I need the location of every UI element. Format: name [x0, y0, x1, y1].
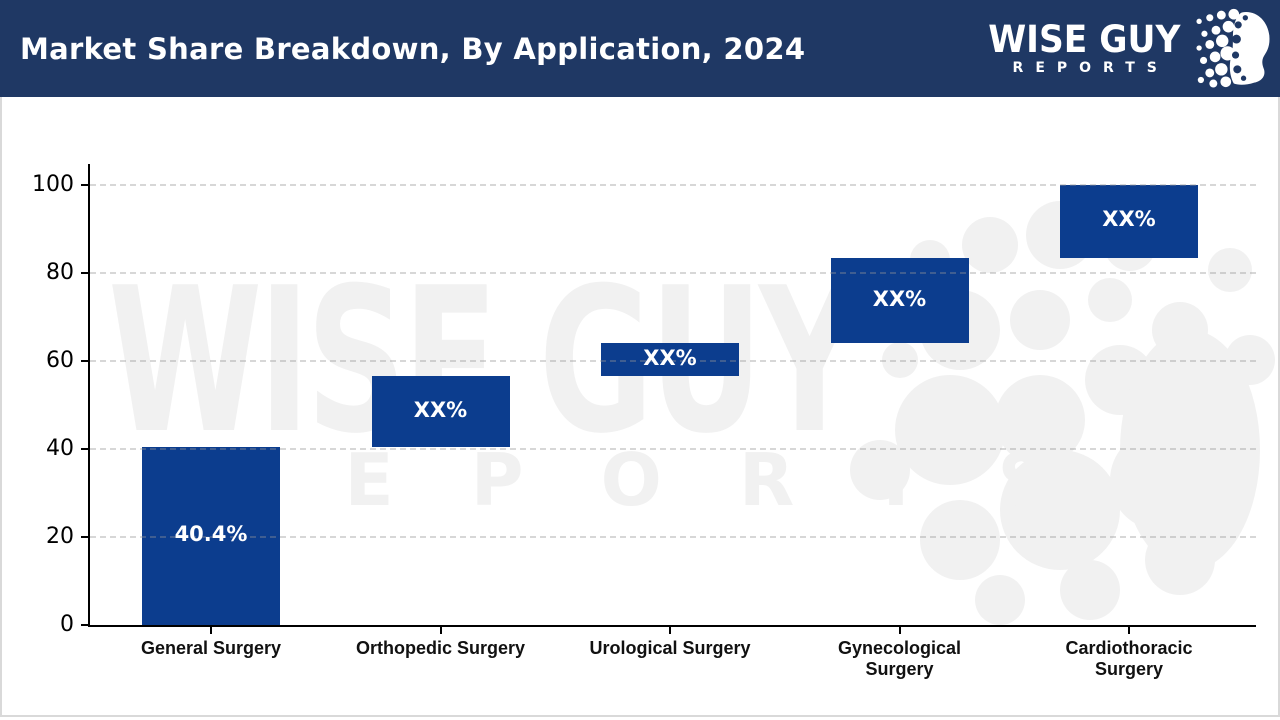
- y-tick-mark-0: [81, 624, 88, 626]
- wise-guy-reports-logo: WISE GUY REPORTS: [981, 6, 1272, 90]
- bar-orthopedic-surgery: [371, 376, 510, 448]
- y-tick-mark-20: [81, 536, 88, 538]
- bar-value-label-orthopedic-surgery: XX%: [413, 397, 468, 422]
- y-tick-mark-60: [81, 360, 88, 362]
- x-tick-mark-urological-surgery: [669, 627, 671, 634]
- bar-value-label-urological-surgery: XX%: [643, 345, 697, 370]
- x-axis-label-cardiothoracic-surgery: Cardiothoracic Surgery: [1065, 638, 1193, 679]
- y-gridline-100: [90, 184, 1256, 186]
- bar-value-label-gynecological-surgery: XX%: [872, 286, 927, 311]
- page-title: Market Share Breakdown, By Application, …: [20, 31, 806, 66]
- bar-general-surgery: [142, 447, 280, 625]
- y-tick-mark-100: [81, 184, 88, 186]
- x-tick-mark-general-surgery: [210, 627, 212, 634]
- y-tick-label-0: 0: [60, 612, 74, 637]
- bar-cardiothoracic-surgery: [1060, 185, 1198, 258]
- header-bar: Market Share Breakdown, By Application, …: [0, 0, 1280, 97]
- y-tick-label-80: 80: [46, 260, 74, 285]
- dotted-face-logo-icon: [1196, 8, 1270, 88]
- bar-value-label-general-surgery: 40.4%: [174, 522, 248, 547]
- x-axis-line: [88, 625, 1256, 627]
- x-axis-label-general-surgery: General Surgery: [140, 638, 282, 658]
- x-tick-mark-gynecological-surgery: [898, 627, 901, 634]
- bar-urological-surgery: [601, 343, 739, 377]
- y-tick-label-60: 60: [46, 348, 74, 373]
- logo-wordmark: WISE GUY: [988, 17, 1181, 61]
- y-gridline-20: [90, 536, 1256, 538]
- y-gridline-80: [90, 272, 1256, 274]
- y-axis-line: [88, 164, 90, 627]
- x-axis-label-gynecological-surgery: Gynecological Surgery: [837, 638, 962, 679]
- y-gridline-60: [90, 360, 1256, 362]
- x-tick-mark-orthopedic-surgery: [439, 627, 442, 634]
- x-axis-label-urological-surgery: Urological Surgery: [589, 638, 751, 658]
- bar-value-label-cardiothoracic-surgery: XX%: [1102, 207, 1156, 232]
- y-gridline-40: [90, 448, 1256, 450]
- bar-gynecological-surgery: [830, 257, 969, 344]
- logo-text: WISE GUY REPORTS: [981, 17, 1188, 76]
- watermark-subtitle: R E P O R T S: [212, 438, 1076, 522]
- x-tick-mark-cardiothoracic-surgery: [1128, 627, 1130, 634]
- y-tick-mark-80: [81, 272, 88, 274]
- logo-subtitle: REPORTS: [1012, 59, 1169, 76]
- y-tick-mark-40: [81, 448, 88, 450]
- y-tick-label-40: 40: [46, 436, 74, 461]
- y-tick-label-100: 100: [32, 172, 74, 197]
- x-axis-label-orthopedic-surgery: Orthopedic Surgery: [355, 638, 526, 658]
- y-tick-label-20: 20: [46, 524, 74, 549]
